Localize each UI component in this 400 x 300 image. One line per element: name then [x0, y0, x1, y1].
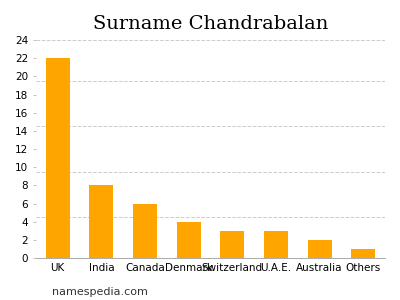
Bar — [177, 222, 201, 258]
Title: Surname Chandrabalan: Surname Chandrabalan — [93, 15, 328, 33]
Text: namespedia.com: namespedia.com — [52, 287, 148, 297]
Bar — [264, 231, 288, 258]
Bar — [351, 249, 375, 258]
Bar — [89, 185, 113, 258]
Bar — [46, 58, 70, 258]
Bar — [220, 231, 244, 258]
Bar — [308, 240, 332, 258]
Bar — [133, 204, 157, 258]
